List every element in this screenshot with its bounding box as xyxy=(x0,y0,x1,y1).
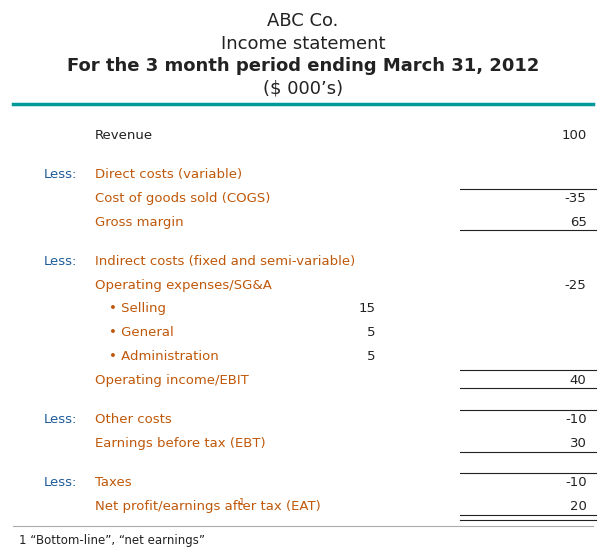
Text: Income statement: Income statement xyxy=(221,35,385,53)
Text: 5: 5 xyxy=(367,350,375,363)
Text: ($ 000’s): ($ 000’s) xyxy=(263,80,343,98)
Text: Operating income/EBIT: Operating income/EBIT xyxy=(95,374,248,387)
Text: 30: 30 xyxy=(570,437,587,450)
Text: Direct costs (variable): Direct costs (variable) xyxy=(95,168,242,181)
Text: -35: -35 xyxy=(565,192,587,205)
Text: 5: 5 xyxy=(367,326,375,339)
Text: Cost of goods sold (COGS): Cost of goods sold (COGS) xyxy=(95,192,270,205)
FancyBboxPatch shape xyxy=(13,495,593,518)
Text: Operating expenses/SG&A: Operating expenses/SG&A xyxy=(95,279,271,291)
Text: Net profit/earnings after tax (EAT): Net profit/earnings after tax (EAT) xyxy=(95,500,321,513)
Text: Less:: Less: xyxy=(44,413,77,426)
Text: Less:: Less: xyxy=(44,168,77,181)
Text: Indirect costs (fixed and semi-variable): Indirect costs (fixed and semi-variable) xyxy=(95,255,355,268)
Text: -10: -10 xyxy=(565,476,587,489)
Text: • Administration: • Administration xyxy=(108,350,219,363)
Text: 20: 20 xyxy=(570,500,587,513)
Text: 15: 15 xyxy=(358,302,375,315)
Text: -10: -10 xyxy=(565,413,587,426)
Text: Taxes: Taxes xyxy=(95,476,132,489)
Text: Earnings before tax (EBT): Earnings before tax (EBT) xyxy=(95,437,265,450)
Text: • General: • General xyxy=(108,326,173,339)
Text: -25: -25 xyxy=(565,279,587,291)
Text: 40: 40 xyxy=(570,374,587,387)
Text: Less:: Less: xyxy=(44,476,77,489)
Text: ABC Co.: ABC Co. xyxy=(267,12,339,30)
Text: Gross margin: Gross margin xyxy=(95,216,184,229)
Text: For the 3 month period ending March 31, 2012: For the 3 month period ending March 31, … xyxy=(67,57,539,76)
Text: Revenue: Revenue xyxy=(95,129,153,142)
Text: Other costs: Other costs xyxy=(95,413,171,426)
Text: 100: 100 xyxy=(561,129,587,142)
Text: 1 “Bottom-line”, “net earnings”: 1 “Bottom-line”, “net earnings” xyxy=(19,534,205,548)
Text: Less:: Less: xyxy=(44,255,77,268)
Text: • Selling: • Selling xyxy=(108,302,166,315)
Text: 1: 1 xyxy=(239,498,244,507)
Text: 65: 65 xyxy=(570,216,587,229)
